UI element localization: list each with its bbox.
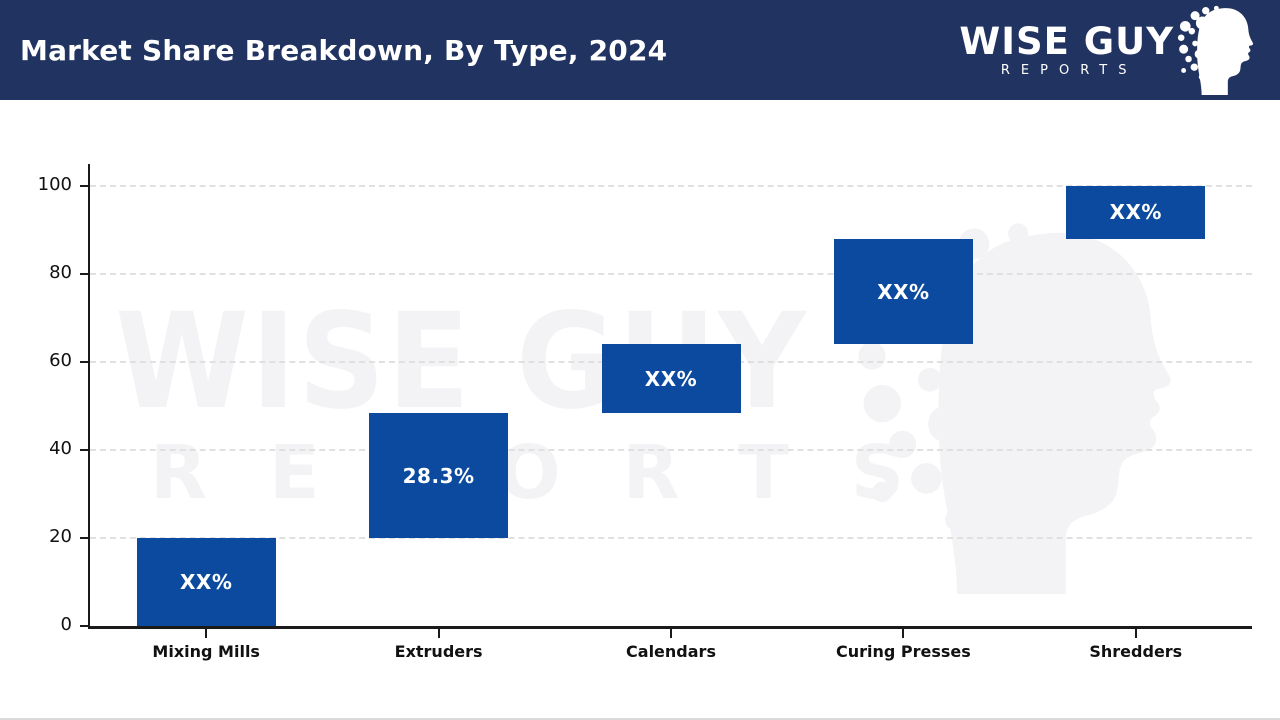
y-tick-label-20: 20 (49, 526, 72, 547)
y-tick-80 (80, 273, 88, 275)
x-category-label-3: Curing Presses (835, 642, 971, 661)
watermark-text-line2: REPORTS (150, 430, 967, 516)
x-axis-spine (88, 626, 1252, 629)
bar-value-label: XX% (644, 366, 698, 391)
x-category-label-4: Shredders (1089, 642, 1183, 661)
bar-extruders: 28.3% (369, 413, 509, 538)
x-category-label-0: Mixing Mills (152, 642, 260, 661)
y-tick-20 (80, 537, 88, 539)
y-tick-label-40: 40 (49, 438, 72, 459)
wise-guy-reports-logo: WISE GUY REPORTS (959, 5, 1260, 95)
bar-value-label: XX% (877, 279, 930, 304)
bar-curing-presses: XX% (833, 238, 973, 345)
chart-title: Market Share Breakdown, By Type, 2024 (20, 33, 668, 67)
dotted-head-logo-icon (1177, 5, 1254, 95)
logo-subtitle: REPORTS (1000, 63, 1138, 78)
y-tick-0 (80, 625, 88, 627)
gridline-100 (90, 185, 1252, 187)
x-category-label-1: Extruders (394, 642, 483, 661)
x-tick-3 (902, 629, 905, 638)
x-tick-2 (670, 629, 672, 638)
gridline-40 (90, 449, 1252, 451)
header-banner: Market Share Breakdown, By Type, 2024 WI… (0, 0, 1280, 100)
y-tick-60 (80, 361, 88, 363)
y-tick-100 (80, 185, 88, 187)
x-category-label-2: Calendars (626, 642, 716, 661)
bar-value-label: 28.3% (402, 463, 475, 488)
logo-text: WISE GUY REPORTS (959, 23, 1174, 77)
x-tick-0 (205, 629, 208, 638)
bar-value-label: XX% (179, 570, 233, 594)
y-tick-label-100: 100 (37, 174, 72, 195)
bar-shredders: XX% (1066, 186, 1206, 239)
x-tick-4 (1134, 629, 1137, 638)
y-axis-spine (88, 164, 90, 628)
plot-canvas: WISE GUY REPORTS 0 20 40 60 80 100 XX% Mixing M… (0, 100, 1280, 718)
bar-calendars: XX% (601, 344, 741, 414)
gridline-80 (90, 273, 1252, 275)
y-tick-label-60: 60 (49, 350, 72, 371)
logo-wordmark: WISE GUY (959, 20, 1174, 63)
bar-value-label: XX% (1109, 200, 1162, 225)
x-tick-1 (437, 629, 440, 638)
gridline-20 (90, 537, 1252, 539)
bar-mixing-mills: XX% (136, 538, 276, 626)
y-tick-40 (80, 449, 88, 451)
y-tick-label-80: 80 (49, 262, 72, 283)
y-tick-label-0: 0 (60, 614, 72, 635)
